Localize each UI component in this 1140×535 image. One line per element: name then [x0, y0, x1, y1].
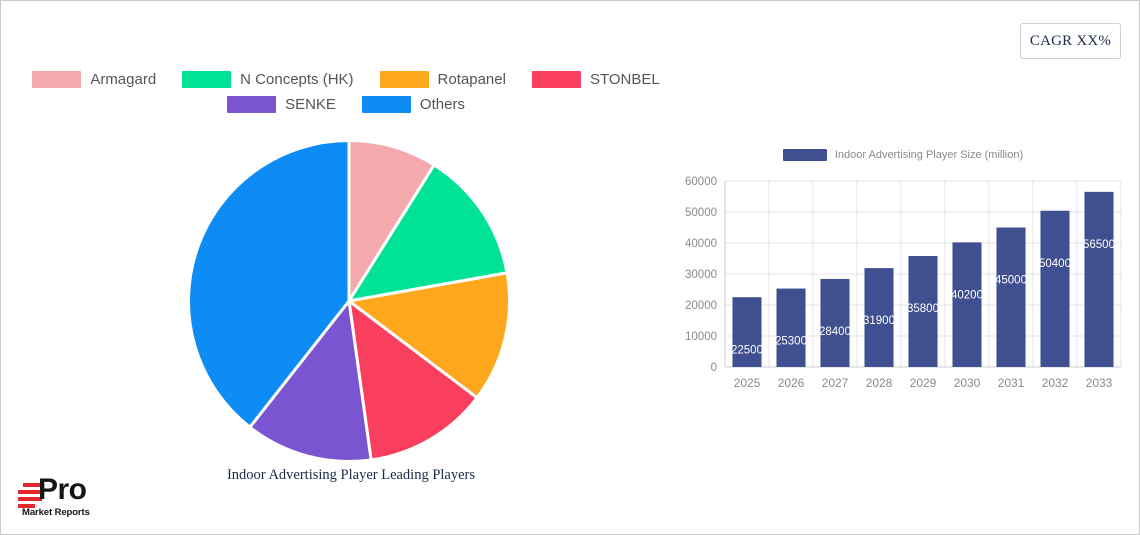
legend-label-n-concepts-hk: N Concepts (HK): [240, 71, 354, 88]
x-axis-tick-label: 2028: [866, 376, 893, 390]
x-axis-tick-label: 2025: [734, 376, 761, 390]
pie-slice-group: [188, 140, 510, 462]
y-axis-tick-label: 40000: [685, 238, 717, 250]
y-axis-tick-label: 60000: [685, 176, 717, 188]
legend-swatch-icon-rotapanel: [379, 71, 429, 88]
bar[interactable]: [908, 256, 938, 367]
legend-swatch-icon-armagard: [32, 71, 82, 88]
bar[interactable]: [1084, 191, 1114, 367]
bar-legend-swatch-icon: [782, 149, 827, 161]
y-axis-tick-label: 50000: [685, 207, 717, 219]
pie-legend: Armagard N Concepts (HK) Rotapanel STONB…: [1, 71, 691, 113]
cagr-badge: CAGR XX%: [1020, 23, 1121, 59]
x-axis-tick-label: 2029: [910, 376, 937, 390]
bar-value-label: 28400: [819, 326, 851, 338]
bar-series-group: 22500 25300 28400 31900 35800 40200 45000 50400…: [731, 191, 1115, 368]
cagr-badge-label: CAGR XX%: [1029, 32, 1112, 49]
pie-slice[interactable]: [188, 140, 351, 430]
legend-item-senke[interactable]: SENKE: [227, 96, 336, 113]
logo-wordmark: Pro: [38, 473, 87, 506]
pie-chart: [188, 140, 510, 462]
pie-slice[interactable]: [347, 297, 480, 462]
bar[interactable]: [952, 242, 982, 367]
pie-slice[interactable]: [247, 297, 373, 462]
legend-label-senke: SENKE: [285, 96, 336, 113]
legend-item-stonbel[interactable]: STONBEL: [531, 71, 660, 88]
y-axis-tick-label: 10000: [685, 331, 717, 343]
legend-swatch-icon-stonbel: [531, 71, 581, 88]
bar-value-label: 56500: [1083, 239, 1115, 251]
bar[interactable]: [732, 297, 762, 367]
y-axis-tick-label: 0: [711, 362, 717, 374]
bar[interactable]: [864, 268, 894, 367]
x-axis-tick-label: 2031: [998, 376, 1025, 390]
bar-y-axis-ticks: 0 10000 20000 30000 40000 50000 60000: [685, 176, 717, 374]
x-axis-tick-label: 2032: [1042, 376, 1069, 390]
pie-slice[interactable]: [345, 271, 510, 400]
y-axis-tick-label: 30000: [685, 269, 717, 281]
pie-legend-row-1: Armagard N Concepts (HK) Rotapanel STONB…: [1, 71, 691, 88]
pie-chart-svg: [188, 140, 510, 462]
pie-legend-row-2: SENKE Others: [1, 96, 691, 113]
bar-value-label: 35800: [907, 303, 939, 315]
legend-label-stonbel: STONBEL: [589, 71, 660, 88]
bar-value-label: 50400: [1039, 258, 1071, 270]
x-axis-tick-label: 2033: [1086, 376, 1113, 390]
legend-item-rotapanel[interactable]: Rotapanel: [379, 71, 506, 88]
pie-chart-title: Indoor Advertising Player Leading Player…: [226, 467, 476, 483]
bar[interactable]: [820, 278, 850, 367]
y-axis-tick-label: 20000: [685, 300, 717, 312]
bar-chart: Indoor Advertising Player Size (million)…: [677, 145, 1129, 413]
pie-slice[interactable]: [347, 140, 437, 307]
x-axis-tick-label: 2026: [778, 376, 805, 390]
x-axis-tick-label: 2027: [822, 376, 849, 390]
legend-swatch-icon-senke: [227, 96, 277, 113]
legend-label-rotapanel: Rotapanel: [437, 71, 506, 88]
bar-value-label: 40200: [951, 289, 983, 301]
legend-swatch-icon-others: [361, 96, 411, 113]
bar-chart-legend[interactable]: Indoor Advertising Player Size (million): [677, 145, 1129, 165]
bar-x-axis-ticks: 2025 2026 2027 2028 2029 2030 2031 2032 2033: [734, 376, 1113, 390]
bar-value-label: 45000: [995, 275, 1027, 287]
bar-legend-label: Indoor Advertising Player Size (million): [834, 149, 1024, 161]
bar[interactable]: [1040, 210, 1070, 367]
legend-item-n-concepts-hk[interactable]: N Concepts (HK): [182, 71, 354, 88]
legend-item-others[interactable]: Others: [361, 96, 465, 113]
bar[interactable]: [776, 288, 806, 367]
legend-item-armagard[interactable]: Armagard: [32, 71, 156, 88]
logo-bars-icon: [17, 483, 43, 511]
bar[interactable]: [996, 227, 1026, 368]
logo-tagline: Market Reports: [22, 507, 90, 518]
x-axis-tick-label: 2030: [954, 376, 981, 390]
legend-swatch-icon-n-concepts-hk: [182, 71, 232, 88]
legend-label-armagard: Armagard: [90, 71, 157, 88]
bar-value-label: 25300: [775, 336, 807, 348]
bar-value-label: 22500: [731, 344, 763, 356]
bar-chart-svg: 0 10000 20000 30000 40000 50000 60000 22500 253…: [685, 176, 1122, 390]
pie-slice[interactable]: [345, 162, 509, 304]
legend-label-others: Others: [419, 96, 465, 113]
pro-market-reports-logo: Pro Market Reports: [17, 473, 95, 523]
bar-value-label: 31900: [863, 315, 895, 327]
